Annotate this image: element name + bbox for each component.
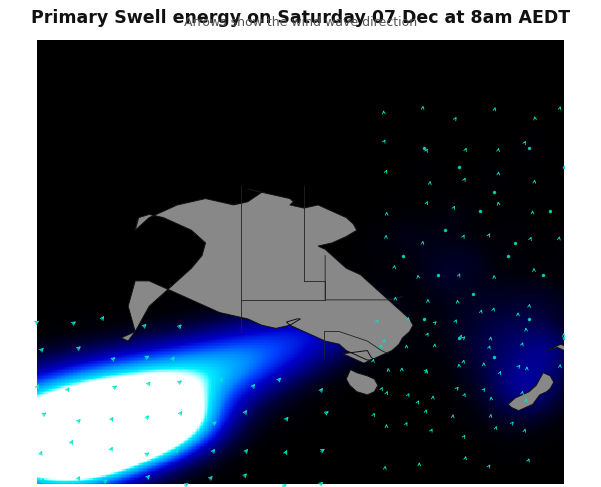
Polygon shape [121,189,413,363]
Polygon shape [346,370,378,395]
Text: Primary Swell energy on Saturday 07 Dec at 8am AEDT: Primary Swell energy on Saturday 07 Dec … [31,9,570,27]
Text: Arrows show the wind wave direction: Arrows show the wind wave direction [184,16,417,29]
Polygon shape [508,373,554,411]
Polygon shape [547,344,589,363]
